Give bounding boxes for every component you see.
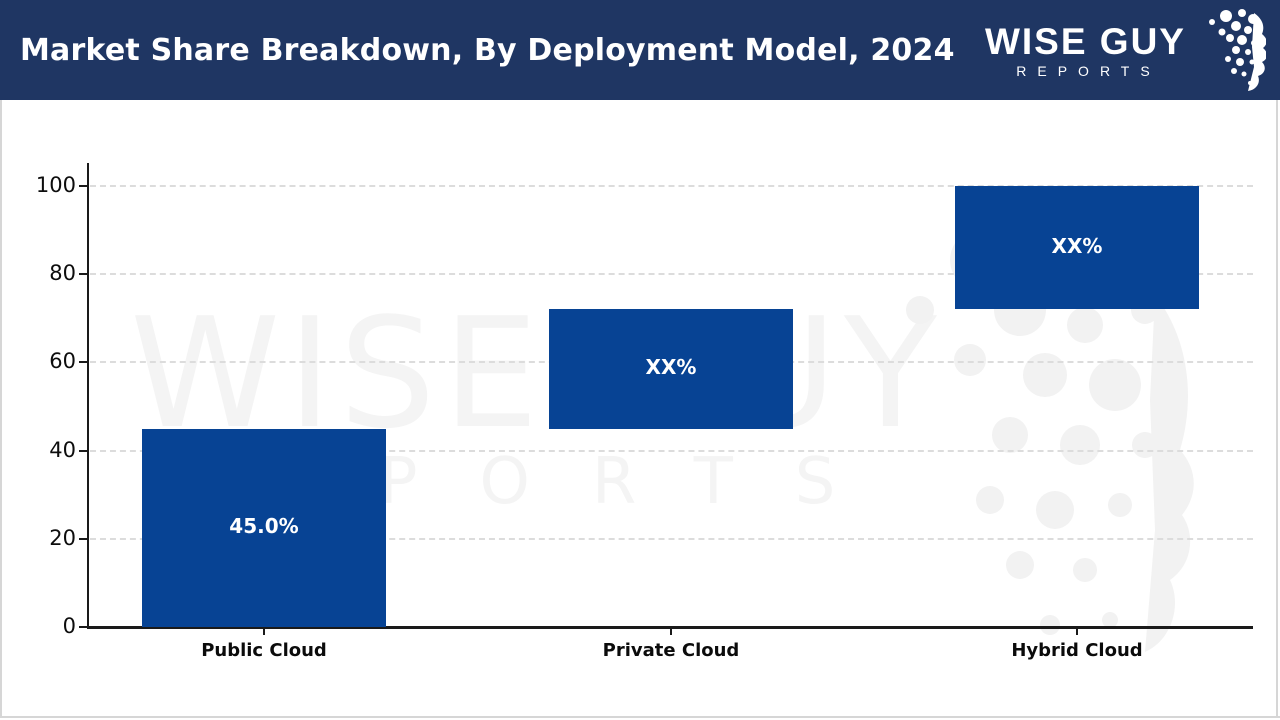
gridline-100 [90, 185, 1253, 187]
bar-private-cloud [549, 309, 793, 429]
right-edge-line [1276, 100, 1278, 718]
page-title: Market Share Breakdown, By Deployment Mo… [20, 32, 955, 68]
x-tick-1 [670, 628, 672, 635]
bar-public-cloud [142, 428, 386, 627]
brand-logo-text: WISE GUY REPORTS [985, 23, 1186, 78]
x-tick-2 [1076, 628, 1078, 635]
y-tick-label-0: 0 [62, 614, 76, 638]
x-tick-label-0: Public Cloud [201, 640, 327, 661]
y-tick-label-60: 60 [49, 349, 76, 374]
bar-value-label: XX% [1051, 233, 1103, 258]
brand-subtitle: REPORTS [1016, 62, 1161, 79]
gridline-80 [90, 273, 1253, 276]
y-tick-100 [79, 185, 87, 187]
y-tick-20 [79, 537, 87, 540]
y-tick-80 [79, 273, 87, 276]
bar-value-label: XX% [645, 355, 697, 379]
gridline-40 [90, 449, 1253, 452]
x-tick-label-2: Hybrid Cloud [1011, 640, 1143, 661]
y-tick-0 [79, 626, 87, 628]
bottom-edge-line [0, 716, 1280, 718]
chart-area: WISE GUY REPORTS 0 20 40 60 80 100 45.0% Public… [0, 100, 1280, 720]
brand-logo: WISE GUY REPORTS [985, 7, 1280, 93]
y-tick-label-100: 100 [35, 173, 76, 197]
y-tick-label-40: 40 [49, 437, 76, 462]
y-axis-line [87, 163, 89, 628]
bar-hybrid-cloud [955, 186, 1199, 310]
header-bar: Market Share Breakdown, By Deployment Mo… [0, 0, 1280, 100]
left-edge-line [0, 100, 2, 718]
x-axis-line [87, 626, 1253, 629]
y-tick-label-20: 20 [49, 525, 76, 550]
x-tick-label-1: Private Cloud [602, 640, 740, 661]
y-tick-40 [79, 449, 87, 452]
dotted-face-icon [1209, 9, 1266, 91]
y-tick-label-80: 80 [49, 261, 76, 286]
bar-value-label: 45.0% [229, 513, 299, 538]
x-tick-0 [263, 628, 265, 635]
brand-name: WISE GUY [984, 20, 1186, 62]
y-tick-60 [79, 361, 87, 364]
gridline-20 [90, 537, 1253, 540]
